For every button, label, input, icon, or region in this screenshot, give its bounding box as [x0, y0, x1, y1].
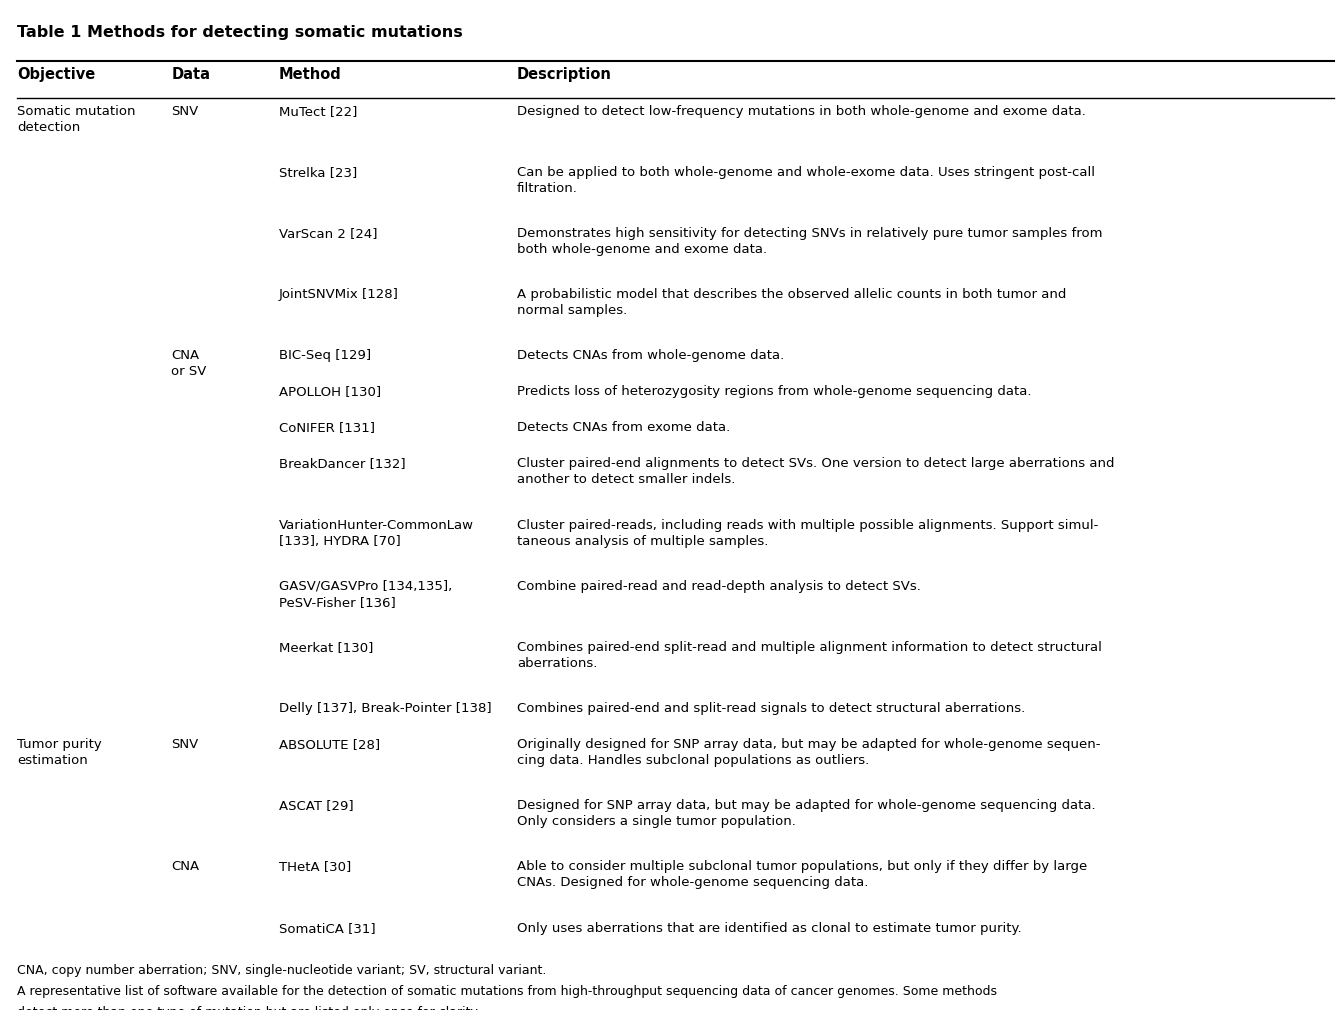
Text: VariationHunter-CommonLaw
[133], HYDRA [70]: VariationHunter-CommonLaw [133], HYDRA [… [279, 518, 474, 547]
Text: THetA [30]: THetA [30] [279, 861, 350, 874]
Text: APOLLOH [130]: APOLLOH [130] [279, 386, 381, 398]
Text: VarScan 2 [24]: VarScan 2 [24] [279, 227, 377, 240]
Text: Detects CNAs from exome data.: Detects CNAs from exome data. [517, 421, 730, 434]
Text: Cluster paired-reads, including reads with multiple possible alignments. Support: Cluster paired-reads, including reads wi… [517, 518, 1098, 547]
Text: GASV/GASVPro [134,135],
PeSV-Fisher [136]: GASV/GASVPro [134,135], PeSV-Fisher [136… [279, 580, 452, 609]
Text: ABSOLUTE [28]: ABSOLUTE [28] [279, 738, 380, 751]
Text: MuTect [22]: MuTect [22] [279, 105, 357, 117]
Text: Detects CNAs from whole-genome data.: Detects CNAs from whole-genome data. [517, 349, 784, 363]
Text: A representative list of software available for the detection of somatic mutatio: A representative list of software availa… [17, 985, 997, 998]
Text: Predicts loss of heterozygosity regions from whole-genome sequencing data.: Predicts loss of heterozygosity regions … [517, 386, 1032, 398]
Text: Strelka [23]: Strelka [23] [279, 166, 357, 179]
Text: Combine paired-read and read-depth analysis to detect SVs.: Combine paired-read and read-depth analy… [517, 580, 921, 593]
Text: A probabilistic model that describes the observed allelic counts in both tumor a: A probabilistic model that describes the… [517, 288, 1067, 317]
Text: BIC-Seq [129]: BIC-Seq [129] [279, 349, 370, 363]
Text: Description: Description [517, 67, 612, 82]
Text: Tumor purity
estimation: Tumor purity estimation [17, 738, 102, 767]
Text: Designed to detect low-frequency mutations in both whole-genome and exome data.: Designed to detect low-frequency mutatio… [517, 105, 1086, 117]
Text: Meerkat [130]: Meerkat [130] [279, 641, 373, 653]
Text: Can be applied to both whole-genome and whole-exome data. Uses stringent post-ca: Can be applied to both whole-genome and … [517, 166, 1095, 195]
Text: Method: Method [279, 67, 341, 82]
Text: CoNIFER [131]: CoNIFER [131] [279, 421, 374, 434]
Text: ASCAT [29]: ASCAT [29] [279, 799, 353, 812]
Text: Designed for SNP array data, but may be adapted for whole-genome sequencing data: Designed for SNP array data, but may be … [517, 799, 1095, 828]
Text: Only uses aberrations that are identified as clonal to estimate tumor purity.: Only uses aberrations that are identifie… [517, 921, 1021, 934]
Text: Table 1 Methods for detecting somatic mutations: Table 1 Methods for detecting somatic mu… [17, 25, 463, 40]
Text: Delly [137], Break-Pointer [138]: Delly [137], Break-Pointer [138] [279, 702, 491, 715]
Text: Originally designed for SNP array data, but may be adapted for whole-genome sequ: Originally designed for SNP array data, … [517, 738, 1100, 767]
Text: Objective: Objective [17, 67, 95, 82]
Text: Demonstrates high sensitivity for detecting SNVs in relatively pure tumor sample: Demonstrates high sensitivity for detect… [517, 227, 1103, 256]
Text: Combines paired-end split-read and multiple alignment information to detect stru: Combines paired-end split-read and multi… [517, 641, 1102, 670]
Text: Data: Data [172, 67, 211, 82]
Text: detect more than one type of mutation but are listed only once for clarity.: detect more than one type of mutation bu… [17, 1006, 480, 1010]
Text: BreakDancer [132]: BreakDancer [132] [279, 458, 405, 471]
Text: SomatiCA [31]: SomatiCA [31] [279, 921, 376, 934]
Text: JointSNVMix [128]: JointSNVMix [128] [279, 288, 399, 301]
Text: CNA, copy number aberration; SNV, single-nucleotide variant; SV, structural vari: CNA, copy number aberration; SNV, single… [17, 965, 546, 978]
Text: Somatic mutation
detection: Somatic mutation detection [17, 105, 136, 133]
Text: Able to consider multiple subclonal tumor populations, but only if they differ b: Able to consider multiple subclonal tumo… [517, 861, 1087, 890]
Text: SNV: SNV [172, 738, 199, 751]
Text: Cluster paired-end alignments to detect SVs. One version to detect large aberrat: Cluster paired-end alignments to detect … [517, 458, 1114, 487]
Text: CNA
or SV: CNA or SV [172, 349, 207, 379]
Text: CNA: CNA [172, 861, 200, 874]
Text: Combines paired-end and split-read signals to detect structural aberrations.: Combines paired-end and split-read signa… [517, 702, 1025, 715]
Text: SNV: SNV [172, 105, 199, 117]
